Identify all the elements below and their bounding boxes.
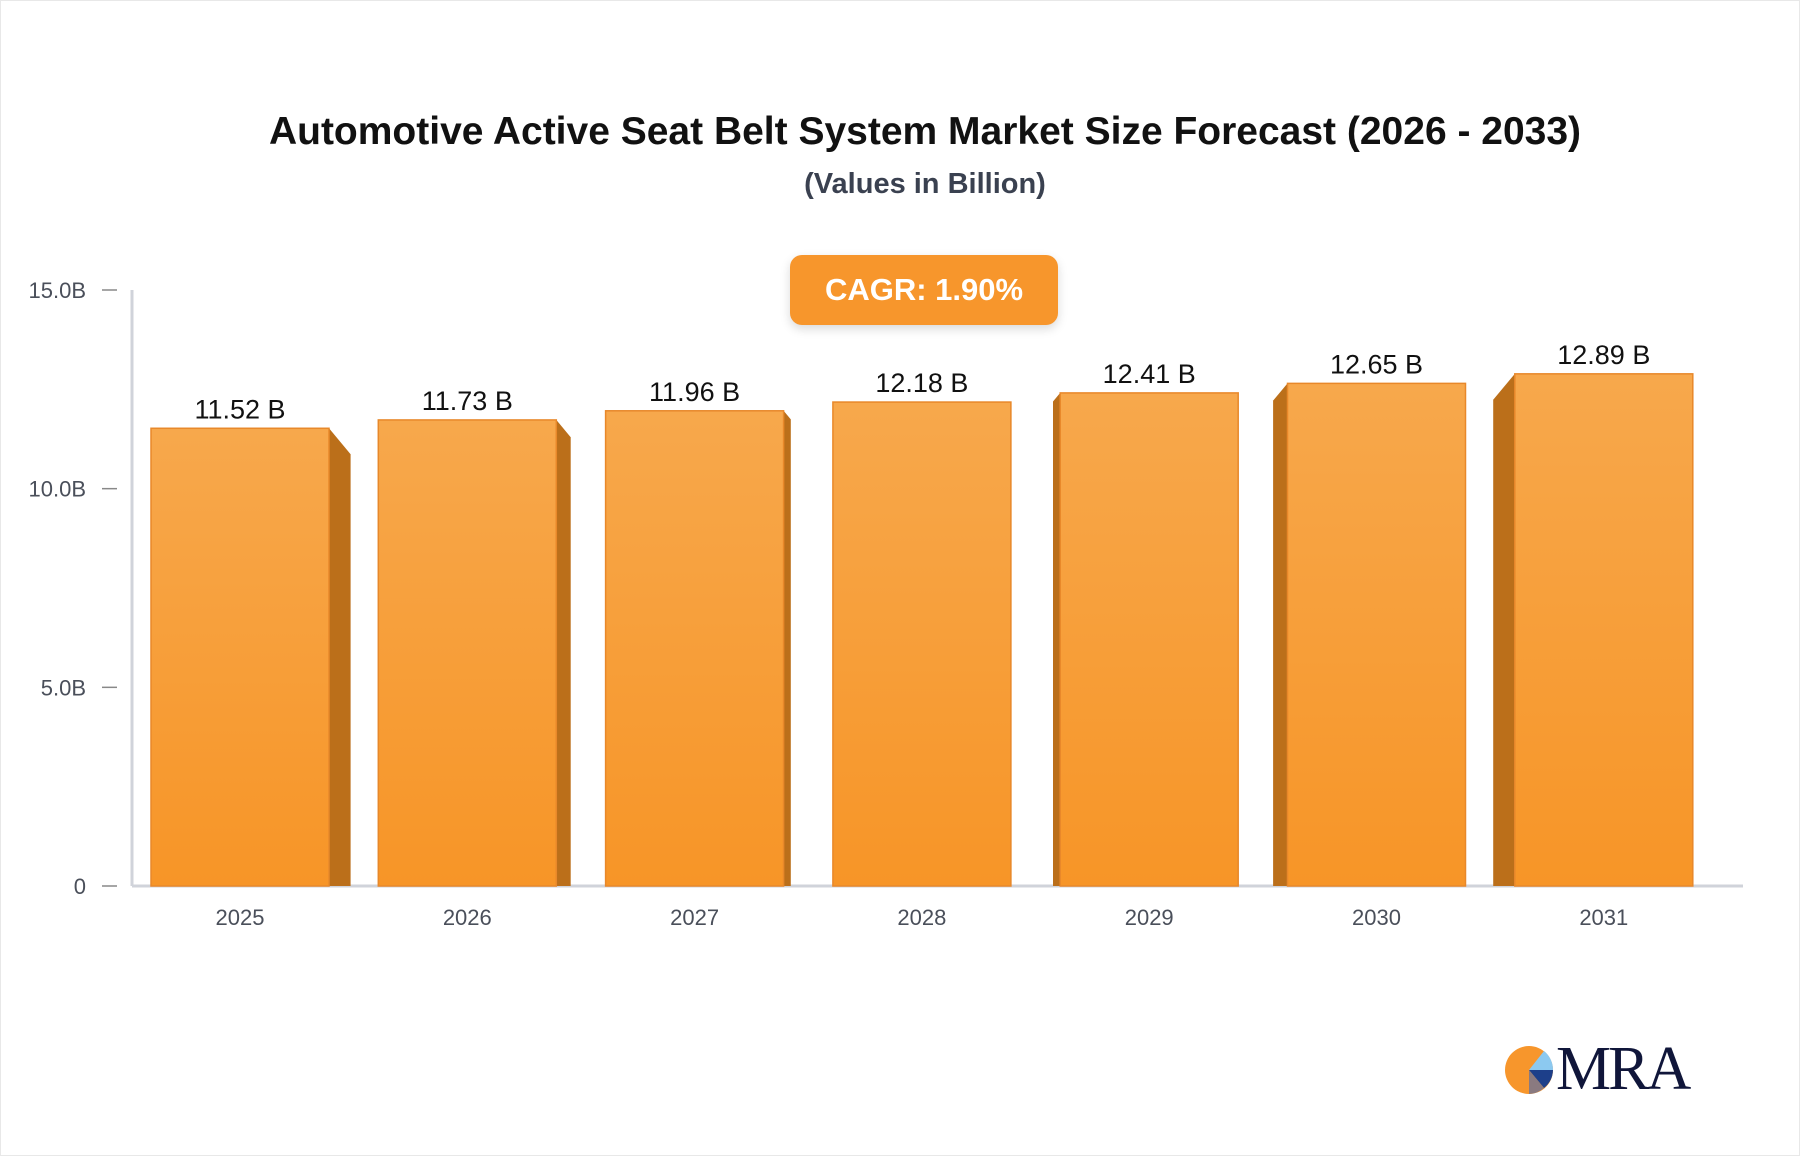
x-tick-label: 2030 bbox=[1352, 905, 1401, 930]
bar-value-label: 12.41 B bbox=[1103, 359, 1196, 389]
logo-text: MRA bbox=[1556, 1035, 1691, 1103]
bar-side bbox=[1493, 373, 1515, 886]
bar-side bbox=[1273, 383, 1288, 886]
bar-value-label: 11.73 B bbox=[422, 386, 513, 416]
bar-side bbox=[783, 410, 791, 886]
y-tick-label: 10.0B bbox=[29, 477, 87, 502]
y-tick-label: 0 bbox=[74, 874, 86, 899]
cagr-badge: CAGR: 1.90% bbox=[790, 255, 1058, 325]
bar bbox=[1059, 392, 1239, 887]
x-tick-label: 2027 bbox=[670, 905, 719, 930]
x-tick-label: 2028 bbox=[897, 905, 946, 930]
x-tick-label: 2026 bbox=[443, 905, 492, 930]
y-tick-label: 5.0B bbox=[41, 675, 86, 700]
x-tick-label: 2031 bbox=[1579, 905, 1628, 930]
y-tick-label: 15.0B bbox=[29, 278, 87, 303]
x-tick-label: 2025 bbox=[216, 905, 265, 930]
x-tick-label: 2029 bbox=[1125, 905, 1174, 930]
chart-subtitle: (Values in Billion) bbox=[804, 168, 1046, 200]
bar-value-label: 12.18 B bbox=[875, 368, 968, 398]
bar-value-label: 11.96 B bbox=[649, 377, 740, 407]
bar bbox=[832, 401, 1012, 887]
bar-value-label: 12.89 B bbox=[1557, 340, 1650, 370]
mra-logo: MRA bbox=[1504, 1035, 1704, 1103]
bar bbox=[604, 410, 785, 887]
bar-side bbox=[1053, 392, 1061, 886]
bar-value-label: 12.65 B bbox=[1330, 349, 1423, 379]
bar-side bbox=[556, 419, 571, 886]
bar bbox=[377, 419, 558, 887]
bar-side bbox=[329, 428, 351, 886]
bar-value-label: 11.52 B bbox=[194, 394, 285, 424]
bar bbox=[1286, 382, 1467, 887]
pie-logo-icon bbox=[1505, 1046, 1554, 1094]
bar bbox=[150, 427, 330, 887]
chart-title: Automotive Active Seat Belt System Marke… bbox=[268, 110, 1582, 153]
bar bbox=[1514, 373, 1694, 887]
